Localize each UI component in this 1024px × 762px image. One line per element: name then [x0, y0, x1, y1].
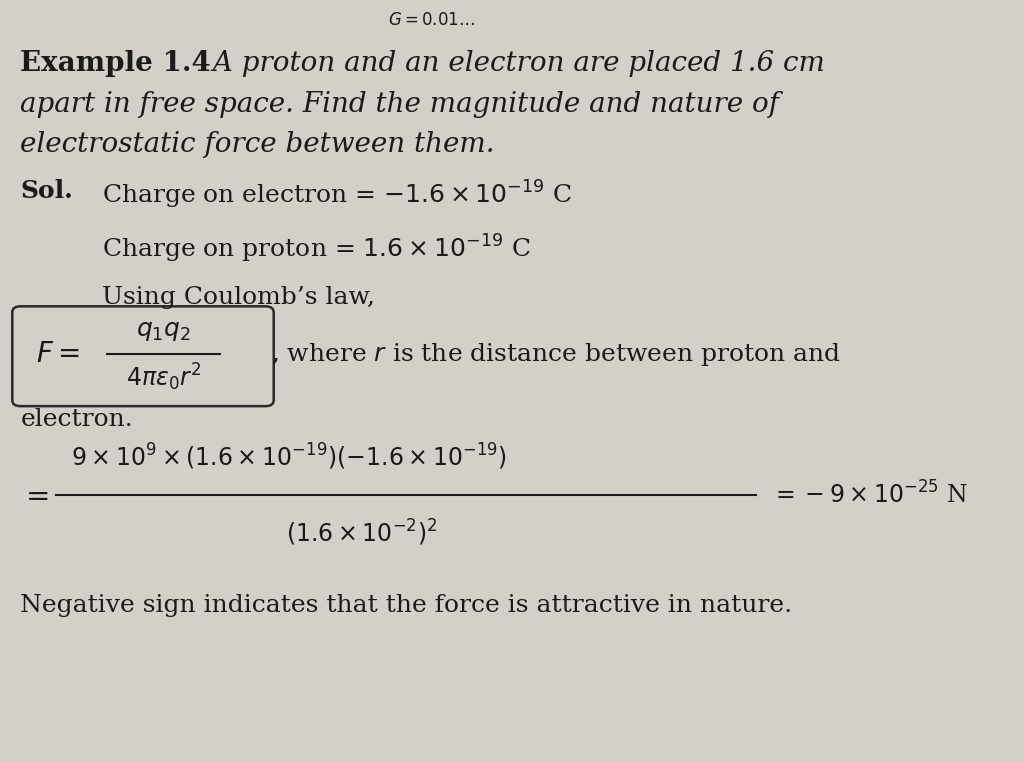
Text: $9\times10^9\times(1.6\times10^{-19})(-1.6\times10^{-19})$: $9\times10^9\times(1.6\times10^{-19})(-1… — [72, 442, 508, 472]
Text: $F=$: $F=$ — [36, 341, 80, 368]
Text: $G = 0.01\ldots$: $G = 0.01\ldots$ — [388, 11, 475, 30]
FancyBboxPatch shape — [12, 306, 273, 406]
Text: $q_1q_2$: $q_1q_2$ — [136, 320, 190, 343]
Text: electron.: electron. — [20, 408, 133, 431]
Text: Charge on electron = $-1.6 \times 10^{-19}$ C: Charge on electron = $-1.6 \times 10^{-1… — [102, 179, 572, 211]
Text: Using Coulomb’s law,: Using Coulomb’s law, — [102, 286, 375, 309]
Text: $4\pi\varepsilon_0 r^2$: $4\pi\varepsilon_0 r^2$ — [126, 361, 201, 393]
Text: Example 1.4: Example 1.4 — [20, 50, 211, 76]
Text: , where $r$ is the distance between proton and: , where $r$ is the distance between prot… — [270, 341, 841, 368]
Text: Sol.: Sol. — [20, 179, 73, 203]
Text: $(1.6\times10^{-2})^2$: $(1.6\times10^{-2})^2$ — [286, 518, 437, 549]
Text: Negative sign indicates that the force is attractive in nature.: Negative sign indicates that the force i… — [20, 594, 793, 617]
Text: $=-9\times10^{-25}$ N: $=-9\times10^{-25}$ N — [771, 482, 969, 509]
Text: apart in free space. Find the magnitude and nature of: apart in free space. Find the magnitude … — [20, 91, 779, 118]
Text: Charge on proton = $1.6 \times 10^{-19}$ C: Charge on proton = $1.6 \times 10^{-19}$… — [102, 232, 530, 264]
Text: $=$: $=$ — [20, 482, 49, 509]
Text: A proton and an electron are placed 1.6 cm: A proton and an electron are placed 1.6 … — [204, 50, 825, 76]
Text: electrostatic force between them.: electrostatic force between them. — [20, 131, 495, 158]
